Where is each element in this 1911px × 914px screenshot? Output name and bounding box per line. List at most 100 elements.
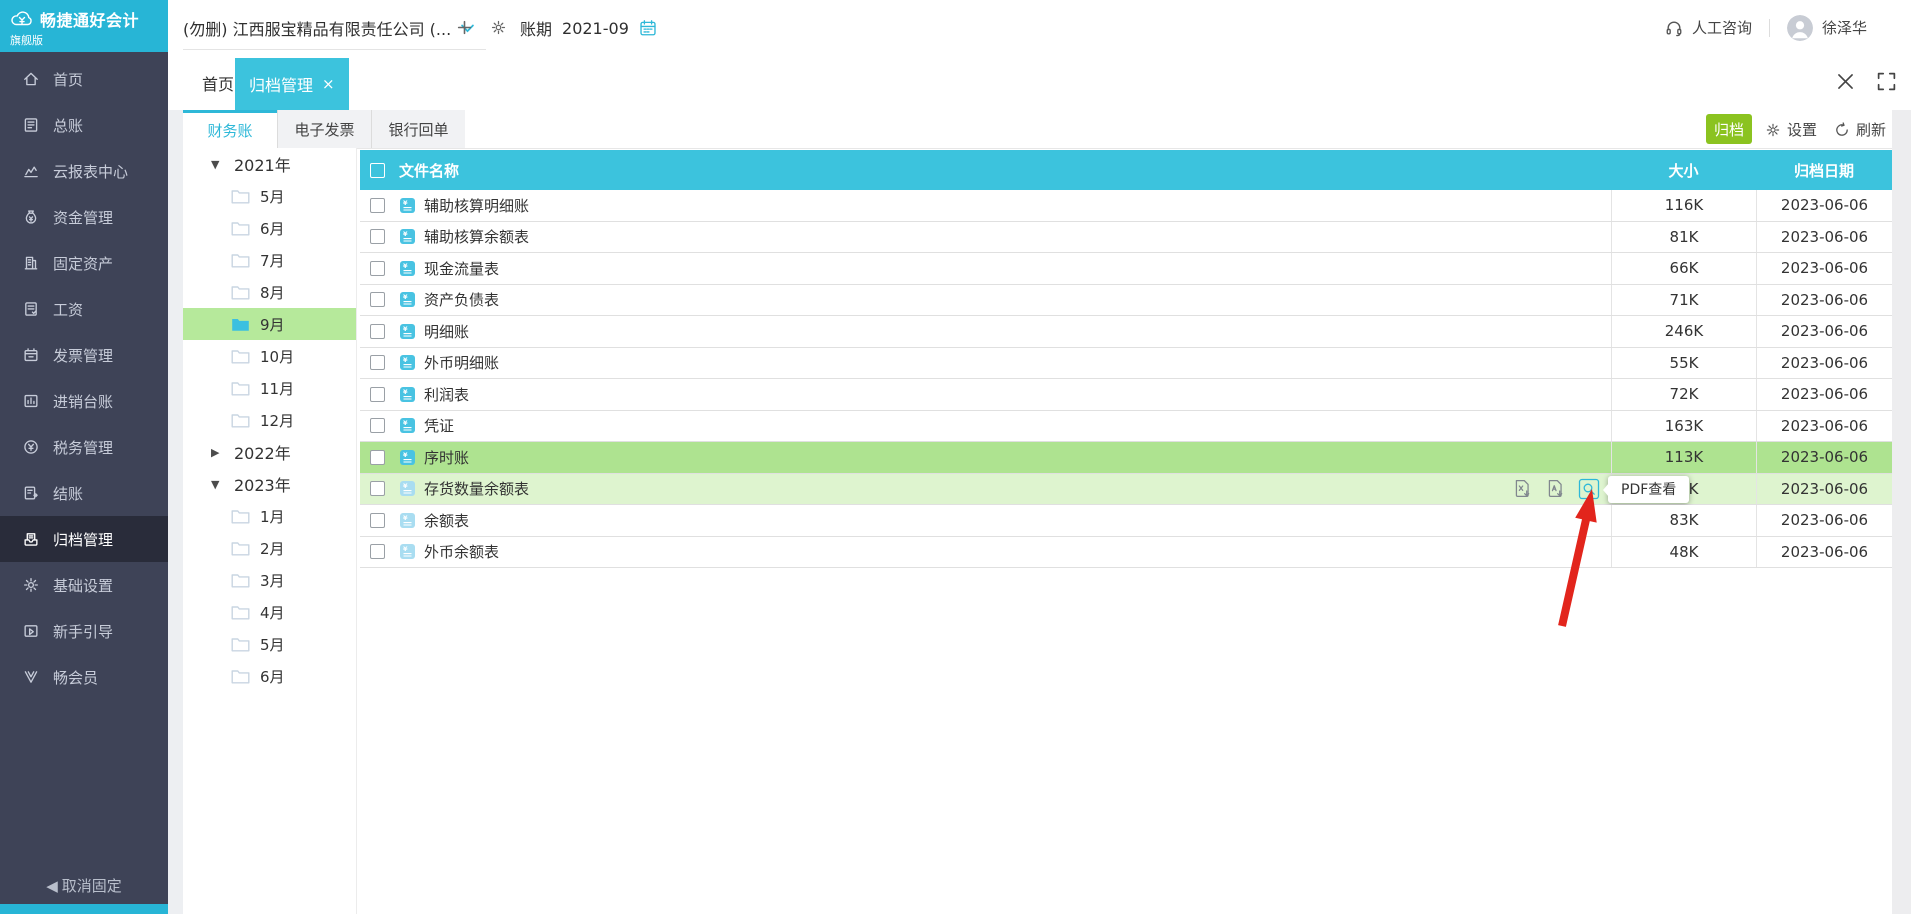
row-checkbox[interactable] [370, 292, 385, 308]
sidebar-item-invoice[interactable]: 发票管理 [0, 332, 168, 378]
table-row[interactable]: ¥ 外币余额表 48K 2023-06-06 [360, 536, 1892, 568]
row-checkbox[interactable] [370, 323, 385, 339]
tree-month[interactable]: 12月 [183, 404, 356, 436]
table-row[interactable]: ¥ 凭证 163K 2023-06-06 [360, 410, 1892, 442]
unpin-label: 取消固定 [61, 877, 122, 895]
export-pdf-icon[interactable] [1545, 478, 1566, 499]
table-row[interactable]: ¥ 资产负债表 71K 2023-06-06 [360, 284, 1892, 316]
tree-year[interactable]: ▶ 2022年 [211, 444, 291, 463]
tree-toggle-icon[interactable]: ▼ [211, 157, 220, 171]
sidebar-item-funds[interactable]: 资金管理 [0, 194, 168, 240]
calendar-icon[interactable] [639, 19, 657, 37]
close-icon[interactable] [1835, 71, 1856, 92]
file-icon: ¥ [399, 480, 416, 497]
tree-month[interactable]: 5月 [183, 628, 356, 660]
sidebar-item-member[interactable]: 畅会员 [0, 654, 168, 700]
column-file-name: 文件名称 [399, 161, 460, 180]
sidebar-item-ledger[interactable]: 总账 [0, 102, 168, 148]
tree-month[interactable]: 9月 [183, 308, 356, 340]
sidebar-item-home[interactable]: 首页 [0, 56, 168, 102]
scrollbar-track[interactable] [1892, 110, 1911, 914]
archive-icon [22, 530, 40, 548]
sidebar-item-settings[interactable]: 基础设置 [0, 562, 168, 608]
tree-month[interactable]: 3月 [183, 564, 356, 596]
tree-toggle-icon[interactable]: ▼ [211, 477, 220, 491]
tab-archive[interactable]: 归档管理 × [235, 58, 349, 110]
unpin-button[interactable]: ◀ 取消固定 [0, 875, 168, 896]
sidebar-item-closing[interactable]: 结账 [0, 470, 168, 516]
table-row[interactable]: ¥ 辅助核算余额表 81K 2023-06-06 [360, 221, 1892, 253]
sidebar-item-fixed-assets[interactable]: 固定资产 [0, 240, 168, 286]
table-row[interactable]: ¥ 序时账 113K 2023-06-06 [360, 442, 1892, 474]
avatar[interactable] [1786, 14, 1813, 41]
row-checkbox[interactable] [370, 260, 385, 276]
table-row[interactable]: ¥ 辅助核算明细账 116K 2023-06-06 [360, 190, 1892, 222]
sidebar-item-cloud-report[interactable]: 云报表中心 [0, 148, 168, 194]
subtab-1[interactable]: 电子发票 [277, 110, 371, 148]
company-name: (勿删) 江西服宝精品有限责任公司 (... [183, 20, 452, 39]
archive-button[interactable]: 归档 [1706, 114, 1752, 144]
tree-month[interactable]: 8月 [183, 276, 356, 308]
table-row[interactable]: ¥ 外币明细账 55K 2023-06-06 [360, 347, 1892, 379]
table-row[interactable]: ¥ 利润表 72K 2023-06-06 [360, 379, 1892, 411]
tree-year[interactable]: ▼ 2021年 [211, 156, 291, 175]
tree-year[interactable]: ▼ 2023年 [211, 476, 291, 495]
sidebar-item-trade-ledger[interactable]: 进销台账 [0, 378, 168, 424]
svg-text:¥: ¥ [403, 514, 408, 522]
tree-month[interactable]: 10月 [183, 340, 356, 372]
tree-month[interactable]: 4月 [183, 596, 356, 628]
tab-home[interactable]: 首页 [202, 74, 235, 94]
logo-title: 畅捷通好会计 [40, 11, 140, 30]
table-row[interactable]: ¥ 明细账 246K 2023-06-06 [360, 316, 1892, 348]
fullscreen-icon[interactable] [1876, 71, 1897, 92]
row-checkbox[interactable] [370, 355, 385, 371]
row-checkbox[interactable] [370, 449, 385, 465]
row-checkbox[interactable] [370, 512, 385, 528]
settings-button[interactable]: 设置 [1765, 119, 1817, 140]
add-account-button[interactable] [456, 19, 473, 36]
subtab-2[interactable]: 银行回单 [371, 110, 465, 148]
tree-month[interactable]: 2月 [183, 532, 356, 564]
close-tab-icon[interactable]: × [322, 75, 335, 93]
row-checkbox[interactable] [370, 544, 385, 560]
tree-month[interactable]: 6月 [183, 660, 356, 692]
sidebar-item-tax[interactable]: 税务管理 [0, 424, 168, 470]
period-label: 账期 [520, 20, 553, 39]
table-row[interactable]: ¥ 余额表 83K 2023-06-06 [360, 505, 1892, 537]
select-all-checkbox[interactable] [370, 162, 385, 178]
table-row[interactable]: ¥ 存货数量余额表 52K 2023-06-06 PDF查看 [360, 473, 1892, 505]
home-icon [22, 70, 40, 88]
file-icon: ¥ [399, 354, 416, 371]
guide-icon [22, 622, 40, 640]
row-checkbox[interactable] [370, 481, 385, 497]
tree-month[interactable]: 11月 [183, 372, 356, 404]
company-selector[interactable]: (勿删) 江西服宝精品有限责任公司 (... [183, 16, 487, 50]
svg-text:¥: ¥ [403, 451, 408, 459]
table-row[interactable]: ¥ 现金流量表 66K 2023-06-06 [360, 253, 1892, 285]
row-checkbox[interactable] [370, 229, 385, 245]
export-excel-icon[interactable] [1512, 478, 1533, 499]
row-checkbox[interactable] [370, 197, 385, 213]
sidebar-item-salary[interactable]: 工资 [0, 286, 168, 332]
period-value[interactable]: 2021-09 [562, 18, 629, 38]
tree-toggle-icon[interactable]: ▶ [211, 445, 220, 459]
refresh-button[interactable]: 刷新 [1834, 119, 1886, 140]
tree-month[interactable]: 1月 [183, 500, 356, 532]
username[interactable]: 徐泽华 [1821, 19, 1867, 37]
row-checkbox[interactable] [370, 418, 385, 434]
tree-month[interactable]: 5月 [183, 180, 356, 212]
subtab-0[interactable]: 财务账 [183, 110, 277, 148]
support-link[interactable]: 人工咨询 [1691, 19, 1752, 37]
folder-icon [231, 381, 250, 396]
table-header: 文件名称 大小 归档日期 [360, 150, 1892, 190]
sidebar-item-guide[interactable]: 新手引导 [0, 608, 168, 654]
row-checkbox[interactable] [370, 386, 385, 402]
sidebar-item-archive[interactable]: 归档管理 [0, 516, 168, 562]
period-control: 账期 2021-09 [520, 16, 657, 40]
tree-month[interactable]: 6月 [183, 212, 356, 244]
subtab-group: 财务账 电子发票 银行回单 [183, 110, 465, 148]
tree-month[interactable]: 7月 [183, 244, 356, 276]
ledger-icon [22, 116, 40, 134]
account-settings-icon[interactable] [490, 19, 507, 36]
